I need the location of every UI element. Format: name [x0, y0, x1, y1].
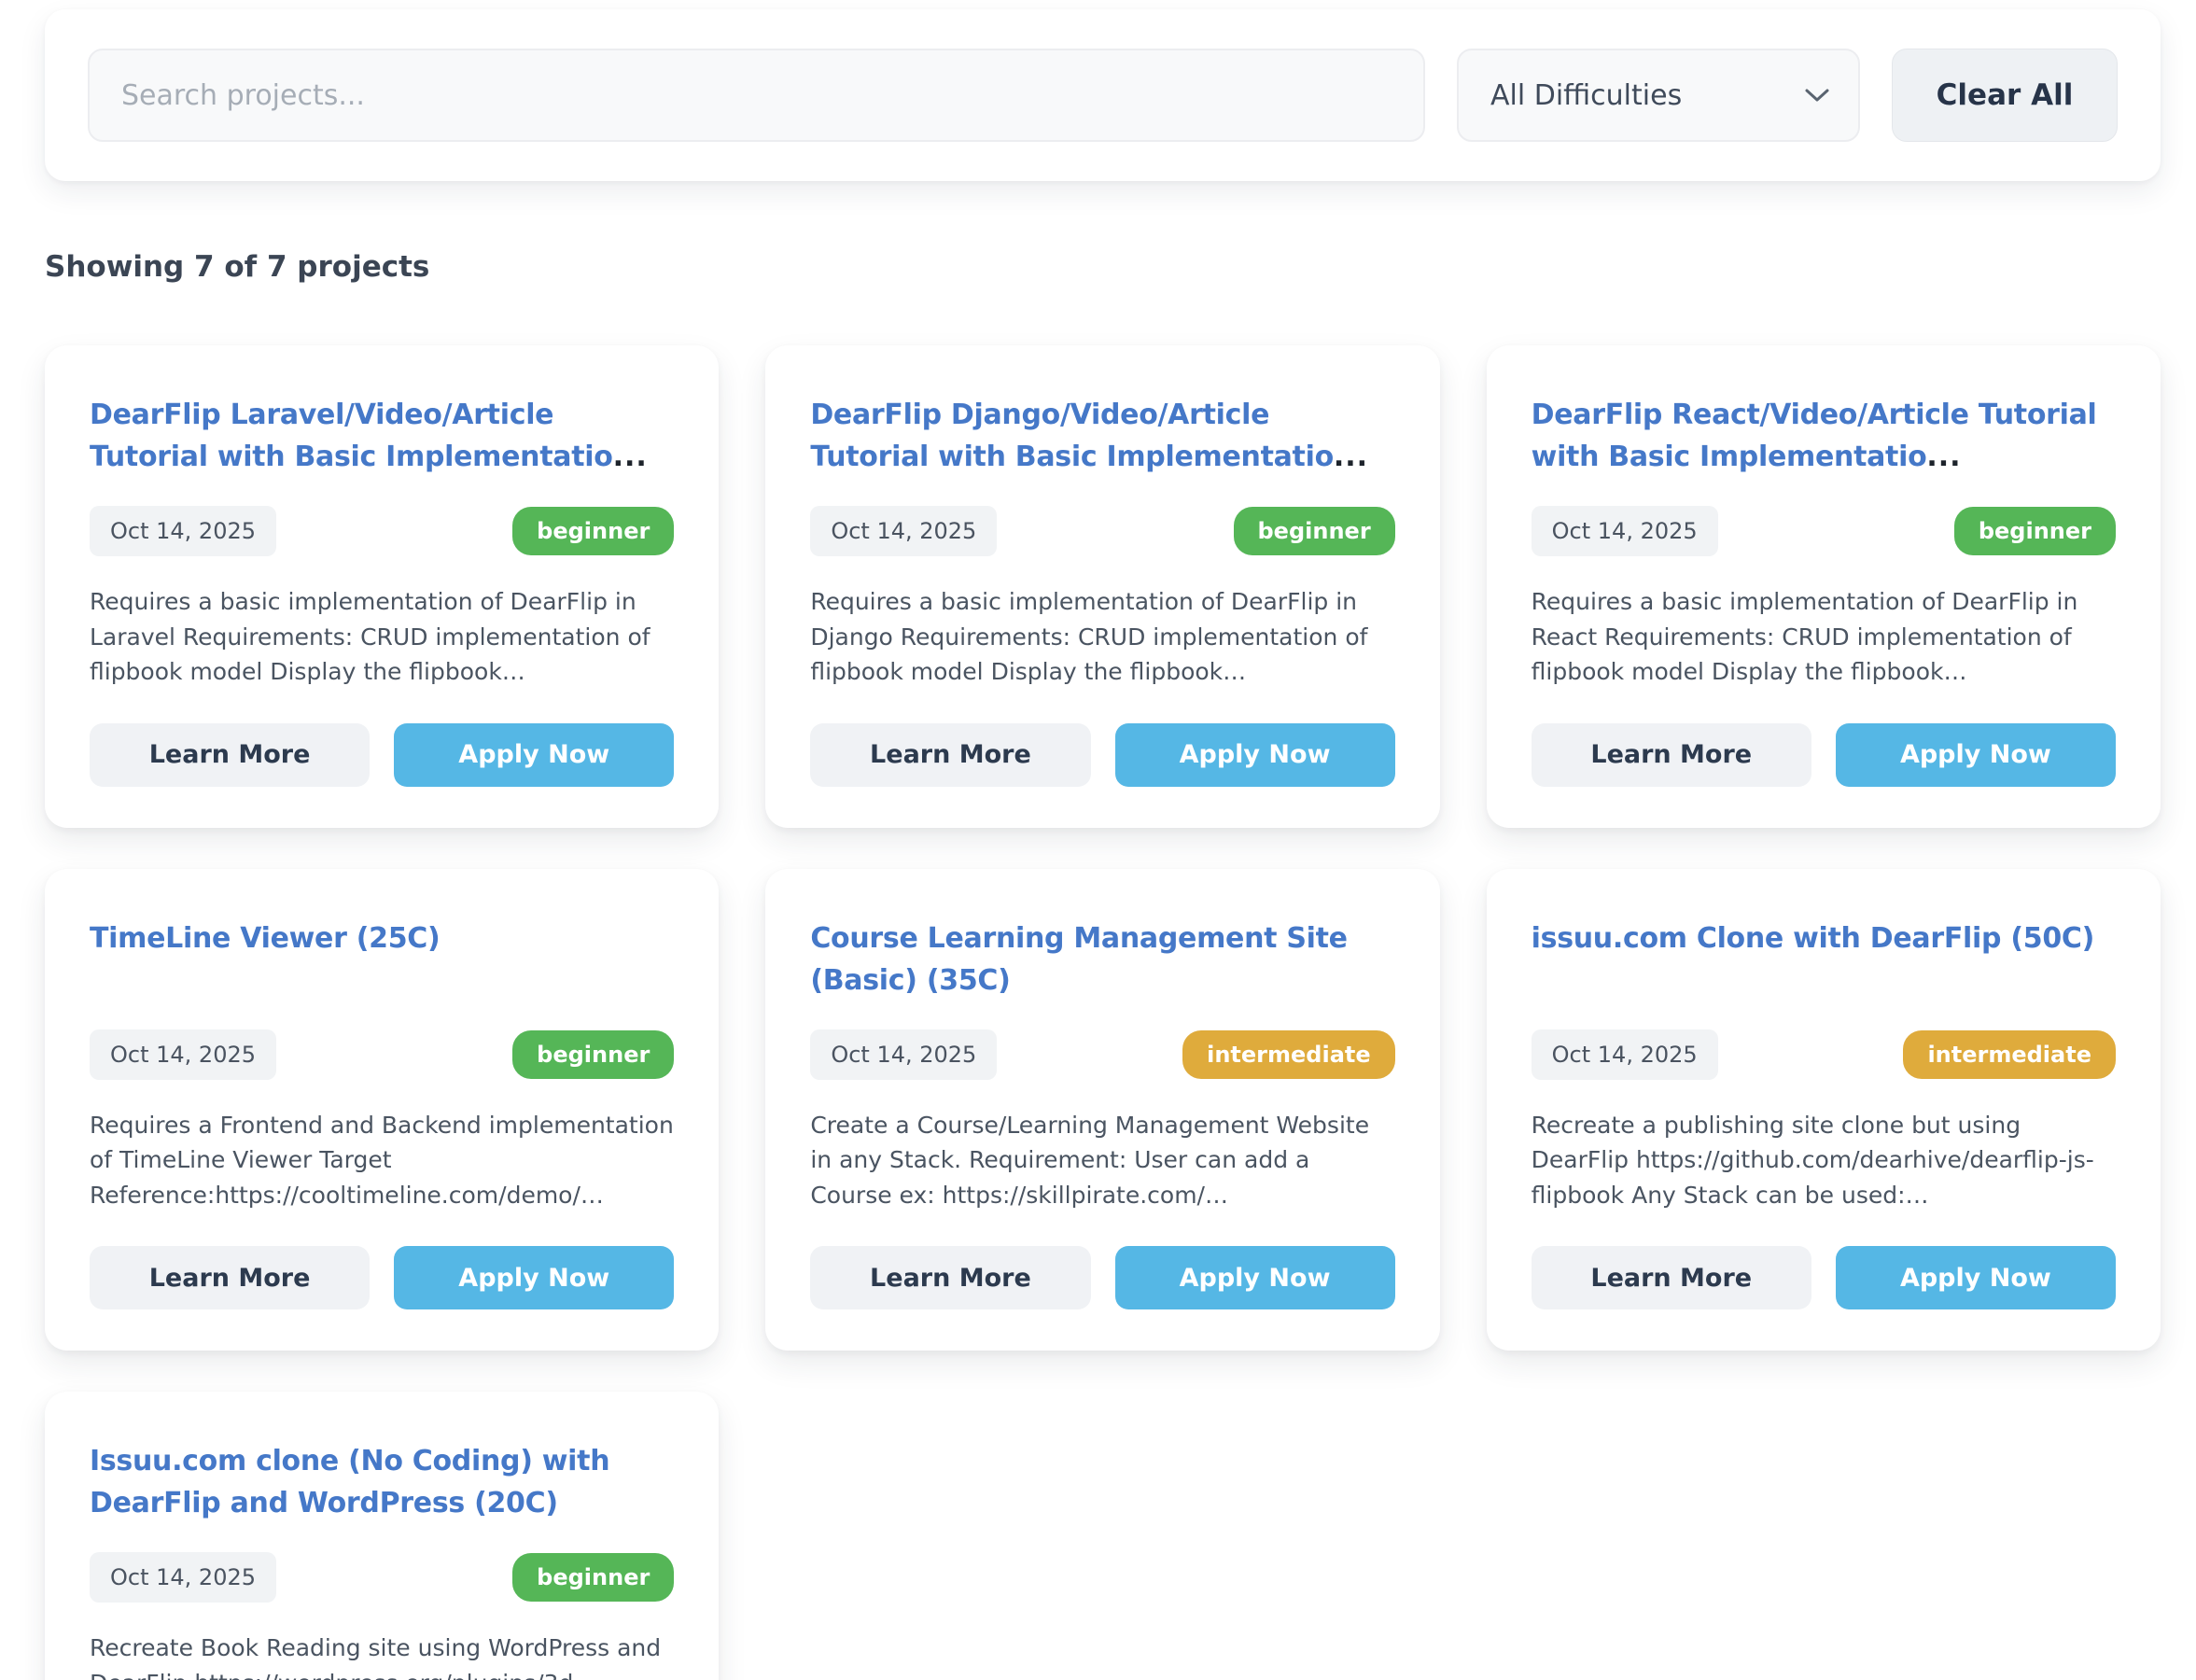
- project-title[interactable]: TimeLine Viewer (25C): [90, 921, 441, 955]
- difficulty-badge: beginner: [512, 1553, 675, 1602]
- project-actions: Learn More Apply Now: [810, 1246, 1395, 1309]
- project-date-badge: Oct 14, 2025: [810, 506, 998, 556]
- project-description: Requires a basic implementation of DearF…: [810, 588, 1368, 685]
- difficulty-badge: beginner: [1953, 507, 2116, 555]
- project-meta-row: Oct 14, 2025 beginner: [810, 506, 1395, 556]
- apply-now-button[interactable]: Apply Now: [1835, 722, 2116, 787]
- project-card: Issuu.com clone (No Coding) with DearFli…: [45, 1392, 720, 1680]
- project-actions: Learn More Apply Now: [90, 722, 675, 787]
- difficulty-badge: beginner: [1233, 507, 1395, 555]
- search-input[interactable]: [88, 49, 1425, 142]
- project-description: Requires a basic implementation of DearF…: [1531, 588, 2078, 685]
- project-card: DearFlip Laravel/Video/Article Tutorial …: [45, 345, 720, 828]
- apply-now-button[interactable]: Apply Now: [394, 1246, 675, 1309]
- project-meta-row: Oct 14, 2025 intermediate: [810, 1029, 1395, 1080]
- project-description: Create a Course/Learning Management Webs…: [810, 1111, 1370, 1209]
- project-title[interactable]: Course Learning Management Site (Basic) …: [810, 921, 1348, 997]
- project-actions: Learn More Apply Now: [810, 722, 1395, 787]
- project-actions: Learn More Apply Now: [1531, 1246, 2116, 1309]
- project-card: TimeLine Viewer (25C) Oct 14, 2025 begin…: [45, 868, 720, 1351]
- difficulty-select[interactable]: All Difficulties: [1457, 49, 1860, 142]
- apply-now-button[interactable]: Apply Now: [1835, 1246, 2116, 1309]
- project-actions: Learn More Apply Now: [1531, 722, 2116, 787]
- project-card: issuu.com Clone with DearFlip (50C) Oct …: [1486, 868, 2161, 1351]
- learn-more-button[interactable]: Learn More: [90, 1246, 371, 1309]
- project-description: Recreate Book Reading site using WordPre…: [90, 1634, 662, 1680]
- project-date-badge: Oct 14, 2025: [1531, 506, 1718, 556]
- difficulty-badge: intermediate: [1903, 1029, 2116, 1079]
- chevron-down-icon: [1805, 89, 1829, 102]
- apply-now-button[interactable]: Apply Now: [1114, 722, 1395, 787]
- project-actions: Learn More Apply Now: [90, 1246, 675, 1309]
- filter-bar: All Difficulties Clear All: [45, 9, 2161, 181]
- project-card: DearFlip Django/Video/Article Tutorial w…: [765, 345, 1440, 828]
- apply-now-button[interactable]: Apply Now: [394, 722, 675, 787]
- difficulty-select-value: All Difficulties: [1490, 78, 1683, 112]
- project-date-badge: Oct 14, 2025: [90, 506, 276, 556]
- project-description: Recreate a publishing site clone but usi…: [1531, 1111, 2094, 1209]
- project-meta-row: Oct 14, 2025 beginner: [90, 506, 675, 556]
- project-date-badge: Oct 14, 2025: [1531, 1029, 1718, 1080]
- project-date-badge: Oct 14, 2025: [90, 1029, 276, 1080]
- learn-more-button[interactable]: Learn More: [810, 1246, 1091, 1309]
- apply-now-button[interactable]: Apply Now: [1114, 1246, 1395, 1309]
- project-card: DearFlip React/Video/Article Tutorial wi…: [1486, 345, 2161, 828]
- project-date-badge: Oct 14, 2025: [90, 1552, 276, 1603]
- learn-more-button[interactable]: Learn More: [810, 722, 1091, 787]
- difficulty-badge: beginner: [512, 507, 675, 555]
- difficulty-badge: intermediate: [1182, 1029, 1395, 1079]
- project-meta-row: Oct 14, 2025 beginner: [1531, 506, 2116, 556]
- learn-more-button[interactable]: Learn More: [1531, 1246, 1811, 1309]
- project-title[interactable]: DearFlip React/Video/Article Tutorial wi…: [1531, 399, 2097, 473]
- project-description: Requires a basic implementation of DearF…: [90, 588, 650, 685]
- difficulty-badge: beginner: [512, 1029, 675, 1079]
- project-date-badge: Oct 14, 2025: [810, 1029, 998, 1080]
- learn-more-button[interactable]: Learn More: [90, 722, 371, 787]
- project-meta-row: Oct 14, 2025 intermediate: [1531, 1029, 2116, 1080]
- project-title[interactable]: issuu.com Clone with DearFlip (50C): [1531, 921, 2095, 955]
- project-meta-row: Oct 14, 2025 beginner: [90, 1552, 675, 1603]
- project-title[interactable]: DearFlip Django/Video/Article Tutorial w…: [810, 399, 1369, 473]
- results-summary: Showing 7 of 7 projects: [45, 250, 430, 284]
- clear-all-button[interactable]: Clear All: [1892, 49, 2118, 142]
- project-title[interactable]: Issuu.com clone (No Coding) with DearFli…: [90, 1445, 610, 1519]
- project-card: Course Learning Management Site (Basic) …: [765, 868, 1440, 1351]
- learn-more-button[interactable]: Learn More: [1531, 722, 1811, 787]
- project-title[interactable]: DearFlip Laravel/Video/Article Tutorial …: [90, 399, 648, 473]
- project-meta-row: Oct 14, 2025 beginner: [90, 1029, 675, 1080]
- project-description: Requires a Frontend and Backend implemen…: [90, 1111, 674, 1209]
- projects-grid: DearFlip Laravel/Video/Article Tutorial …: [45, 345, 2161, 1680]
